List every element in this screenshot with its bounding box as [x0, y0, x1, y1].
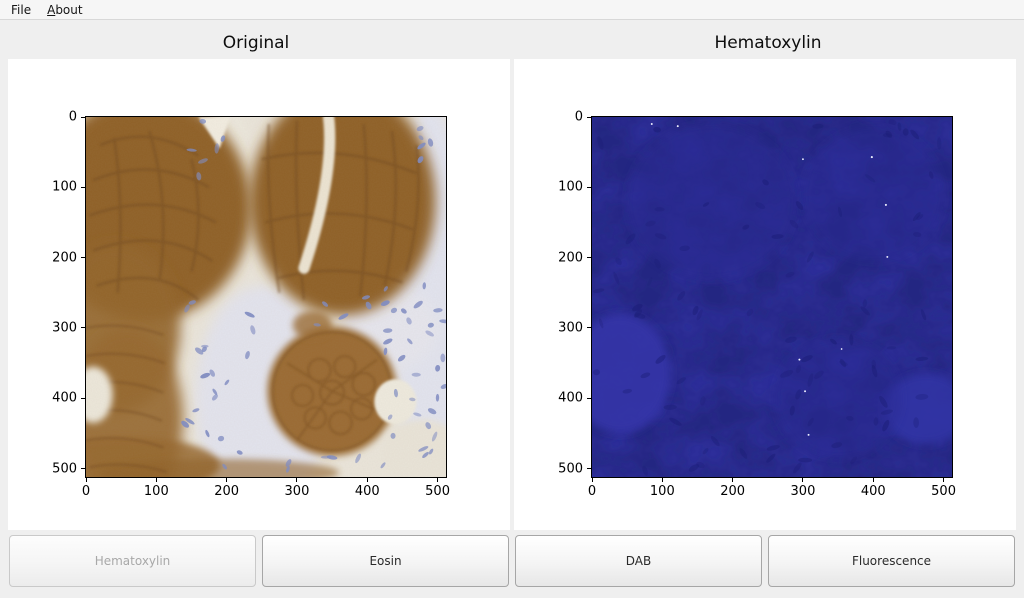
menu-file[interactable]: File — [11, 2, 32, 17]
axis-tick — [81, 257, 85, 259]
eosin-button[interactable]: Eosin — [262, 535, 509, 587]
axis-tick-label: 100 — [649, 484, 675, 499]
axis-tick-label: 400 — [354, 484, 380, 499]
axis-tick — [81, 186, 85, 188]
axis-tick — [587, 186, 591, 188]
axis-tick — [85, 478, 87, 482]
axis-tick-label: 100 — [558, 179, 583, 195]
channel-button-row: Hematoxylin Eosin DAB Fluorescence — [0, 530, 1024, 587]
axis-tick — [81, 116, 85, 118]
axis-tick-label: 200 — [558, 250, 583, 266]
original-histology-image — [86, 117, 446, 477]
axis-tick — [872, 478, 874, 482]
axis-tick — [81, 397, 85, 399]
axis-tick-label: 400 — [52, 390, 77, 406]
axis-tick-label: 200 — [52, 250, 77, 266]
axis-tick — [661, 478, 663, 482]
axis-tick — [587, 116, 591, 118]
axis-tick-label: 400 — [860, 484, 886, 499]
axis-tick — [587, 327, 591, 329]
axis-tick-label: 300 — [790, 484, 816, 499]
menubar: File About — [0, 0, 1024, 20]
axis-tick-label: 100 — [52, 179, 77, 195]
axis-tick-label: 0 — [68, 109, 77, 125]
hematoxylin-button: Hematoxylin — [9, 535, 256, 587]
axis-tick-label: 0 — [587, 484, 597, 499]
axis-tick-label: 200 — [214, 484, 240, 499]
axis-tick-label: 400 — [558, 390, 583, 406]
axis-tick — [943, 478, 945, 482]
menu-about-mnemonic: A — [47, 2, 56, 17]
original-plot-axes: 0 100 200 300 400 500 0 100 200 300 400 500 — [52, 111, 450, 499]
hematoxylin-figure-panel: 0 100 200 300 400 500 0 100 200 300 400 500 — [514, 59, 1016, 530]
axis-tick — [587, 257, 591, 259]
panel-titles-row: Original Hematoxylin — [0, 20, 1024, 59]
original-title: Original — [222, 33, 290, 53]
axis-tick — [296, 478, 298, 482]
bright-specks — [650, 123, 889, 436]
axis-tick — [587, 468, 591, 470]
figure-area: 0 100 200 300 400 500 0 100 200 300 400 500 — [0, 59, 1024, 530]
axis-tick-label: 200 — [720, 484, 746, 499]
axis-tick-label: 100 — [143, 484, 169, 499]
axis-tick-label: 300 — [558, 320, 583, 336]
axis-tick — [587, 397, 591, 399]
axis-tick-label: 300 — [52, 320, 77, 336]
hematoxylin-title: Hematoxylin — [714, 33, 822, 53]
axis-tick-label: 300 — [284, 484, 310, 499]
axis-tick-label: 0 — [81, 484, 91, 499]
axis-tick — [81, 468, 85, 470]
menu-about[interactable]: About — [39, 2, 91, 18]
axis-tick — [366, 478, 368, 482]
hematoxylin-plot-axes: 0 100 200 300 400 500 0 100 200 300 400 500 — [558, 111, 956, 499]
original-figure-panel: 0 100 200 300 400 500 0 100 200 300 400 500 — [8, 59, 510, 530]
axis-tick-label: 500 — [52, 461, 77, 477]
axis-tick-label: 500 — [425, 484, 450, 499]
axis-tick — [81, 327, 85, 329]
hematoxylin-channel-image — [592, 117, 952, 477]
axis-tick — [732, 478, 734, 482]
axis-tick-label: 0 — [574, 109, 583, 125]
axis-tick-label: 500 — [558, 461, 583, 477]
menu-about-rest: bout — [55, 2, 83, 17]
dab-button[interactable]: DAB — [515, 535, 762, 587]
axis-tick — [155, 478, 157, 482]
axis-tick — [802, 478, 804, 482]
axis-tick — [591, 478, 593, 482]
axis-tick — [437, 478, 439, 482]
axis-tick-label: 500 — [931, 484, 956, 499]
axis-tick — [226, 478, 228, 482]
fluorescence-button[interactable]: Fluorescence — [768, 535, 1015, 587]
